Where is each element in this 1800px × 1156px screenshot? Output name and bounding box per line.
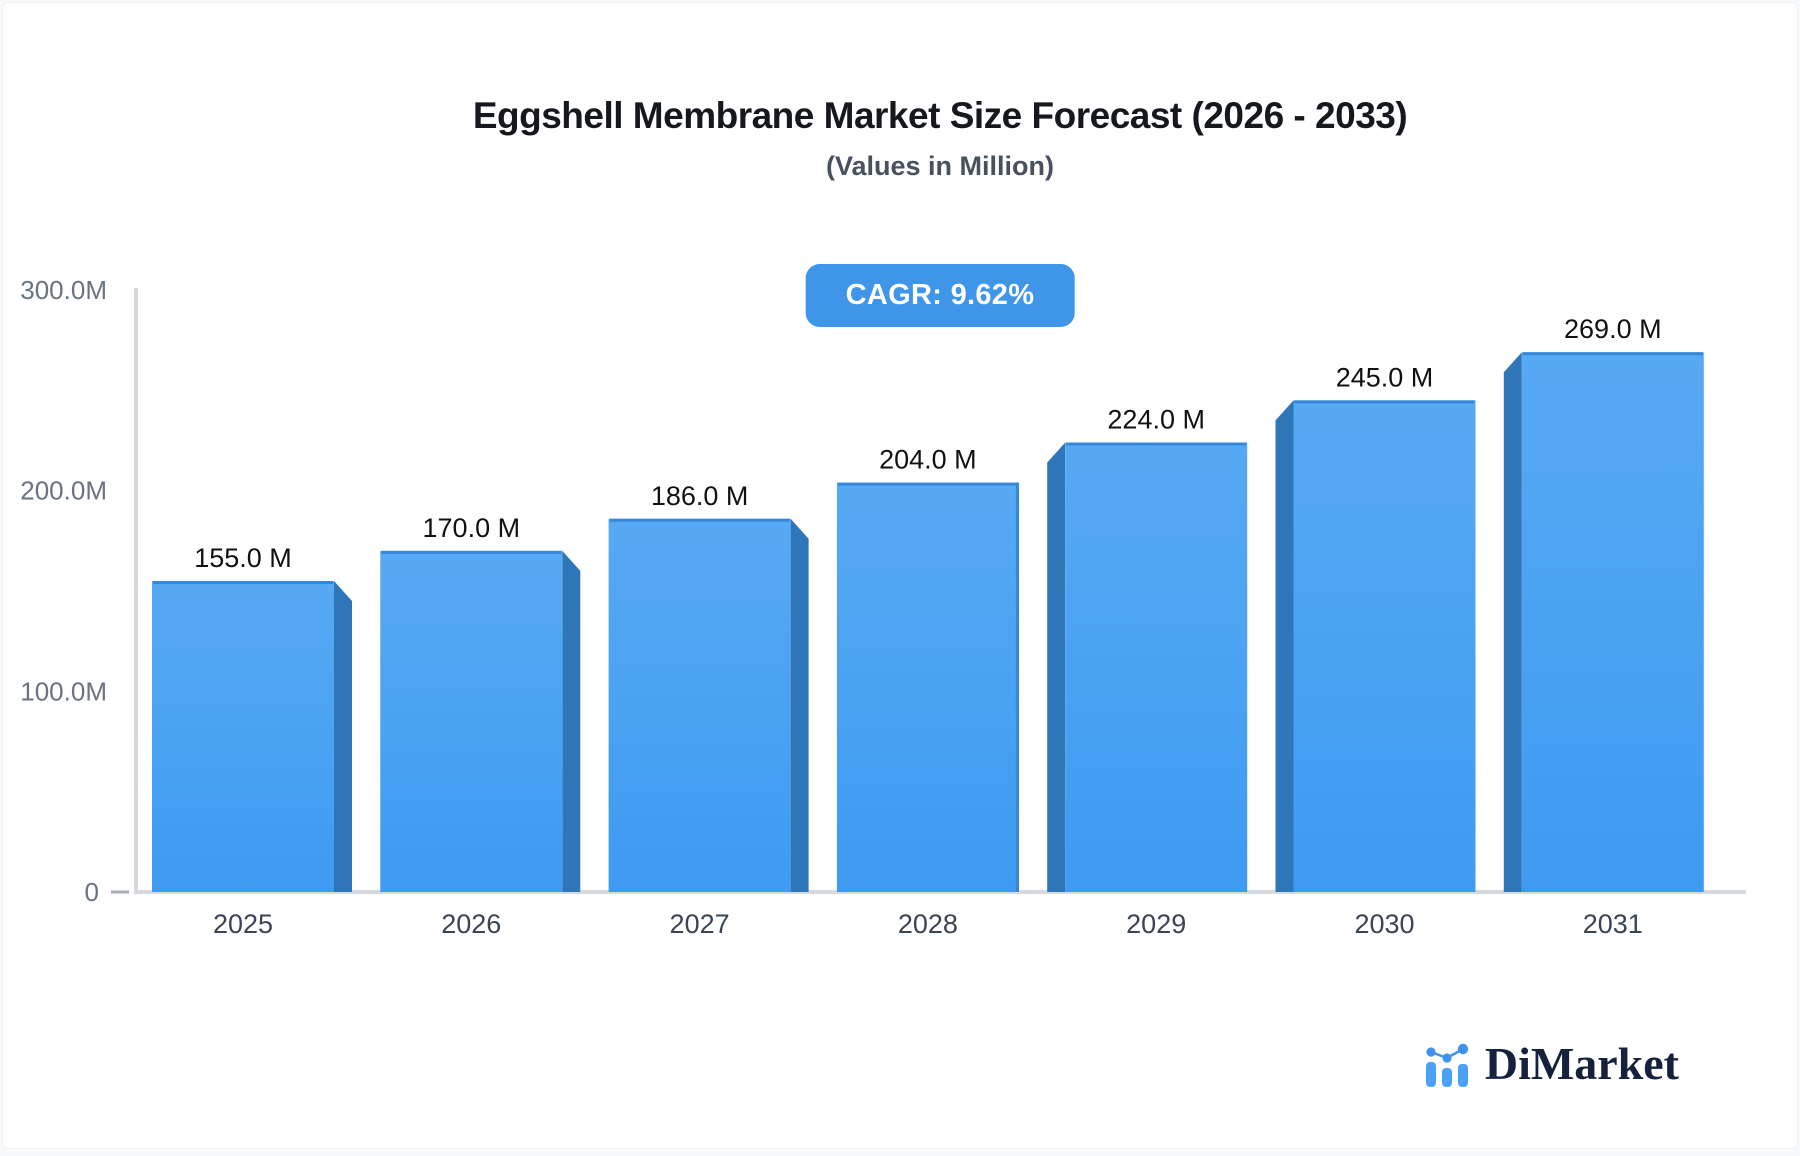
bar-value-label-2030: 245.0 M — [1336, 362, 1434, 392]
bar-face-2027[interactable] — [608, 518, 791, 892]
bar-group-2031: 269.0 M 2031 — [1503, 314, 1704, 939]
logo-brand-text: DiMarket — [1484, 1038, 1679, 1089]
x-tick-label-2030: 2030 — [1354, 909, 1414, 939]
bar-face-2026[interactable] — [380, 550, 563, 892]
y-tick-label-0: 0 — [85, 877, 99, 907]
bar-group-2028: 204.0 M 2028 — [836, 445, 1019, 939]
bar-value-label-2027: 186.0 M — [651, 481, 749, 511]
bar-group-2027: 186.0 M 2027 — [608, 481, 809, 939]
bar-face-2031[interactable] — [1521, 352, 1704, 892]
page-subtitle: (Values in Million) — [825, 151, 1055, 181]
bar-value-label-2028: 204.0 M — [879, 445, 977, 475]
bar-side-2027 — [790, 518, 809, 892]
bar-value-label-2025: 155.0 M — [194, 543, 292, 573]
y-tick-label-200.0M: 200.0M — [20, 476, 107, 506]
bar-group-2030: 245.0 M 2030 — [1275, 362, 1476, 939]
x-tick-label-2026: 2026 — [441, 909, 501, 939]
y-tick-label-100.0M: 100.0M — [20, 676, 107, 706]
bar-value-label-2029: 224.0 M — [1107, 405, 1205, 435]
dimarket-logo: DiMarket — [1423, 1041, 1679, 1087]
cagr-badge: CAGR: 9.62% — [805, 264, 1075, 327]
bars-group: 155.0 M 2025 170.0 M 2026 186.0 M 2027 204.0 M… — [152, 314, 1704, 939]
y-tick-label-300.0M: 300.0M — [20, 275, 107, 305]
cagr-badge-label: CAGR: 9.62% — [845, 279, 1035, 311]
bar-face-2029[interactable] — [1065, 442, 1248, 892]
x-tick-label-2027: 2027 — [670, 909, 730, 939]
bar-value-label-2031: 269.0 M — [1564, 314, 1662, 344]
bar-side-2029 — [1047, 442, 1066, 892]
x-tick-label-2029: 2029 — [1126, 909, 1186, 939]
bar-group-2026: 170.0 M 2026 — [380, 513, 581, 939]
y-axis-tick-labels: 300.0M 200.0M 100.0M 0 — [20, 275, 107, 907]
bar-face-2030[interactable] — [1293, 400, 1476, 892]
x-tick-label-2028: 2028 — [898, 909, 958, 939]
bar-value-label-2026: 170.0 M — [423, 513, 521, 543]
bar-chart-logo-icon — [1425, 1043, 1469, 1087]
x-tick-label-2031: 2031 — [1583, 909, 1643, 939]
market-size-bar-chart: 300.0M 200.0M 100.0M 0 155.0 M 2025 170.0 M 20… — [20, 275, 1746, 939]
bar-face-2028[interactable] — [836, 482, 1019, 892]
bar-side-2026 — [562, 550, 581, 892]
chart-header: Eggshell Membrane Market Size Forecast (… — [472, 95, 1408, 182]
page-title: Eggshell Membrane Market Size Forecast (… — [472, 95, 1408, 136]
bar-side-2031 — [1503, 352, 1522, 892]
bar-side-2025 — [334, 580, 352, 892]
bar-group-2025: 155.0 M 2025 — [152, 543, 352, 939]
bar-group-2029: 224.0 M 2029 — [1047, 405, 1248, 939]
bar-face-2025[interactable] — [152, 580, 334, 892]
bar-side-2030 — [1275, 400, 1294, 892]
x-tick-label-2025: 2025 — [213, 909, 273, 939]
